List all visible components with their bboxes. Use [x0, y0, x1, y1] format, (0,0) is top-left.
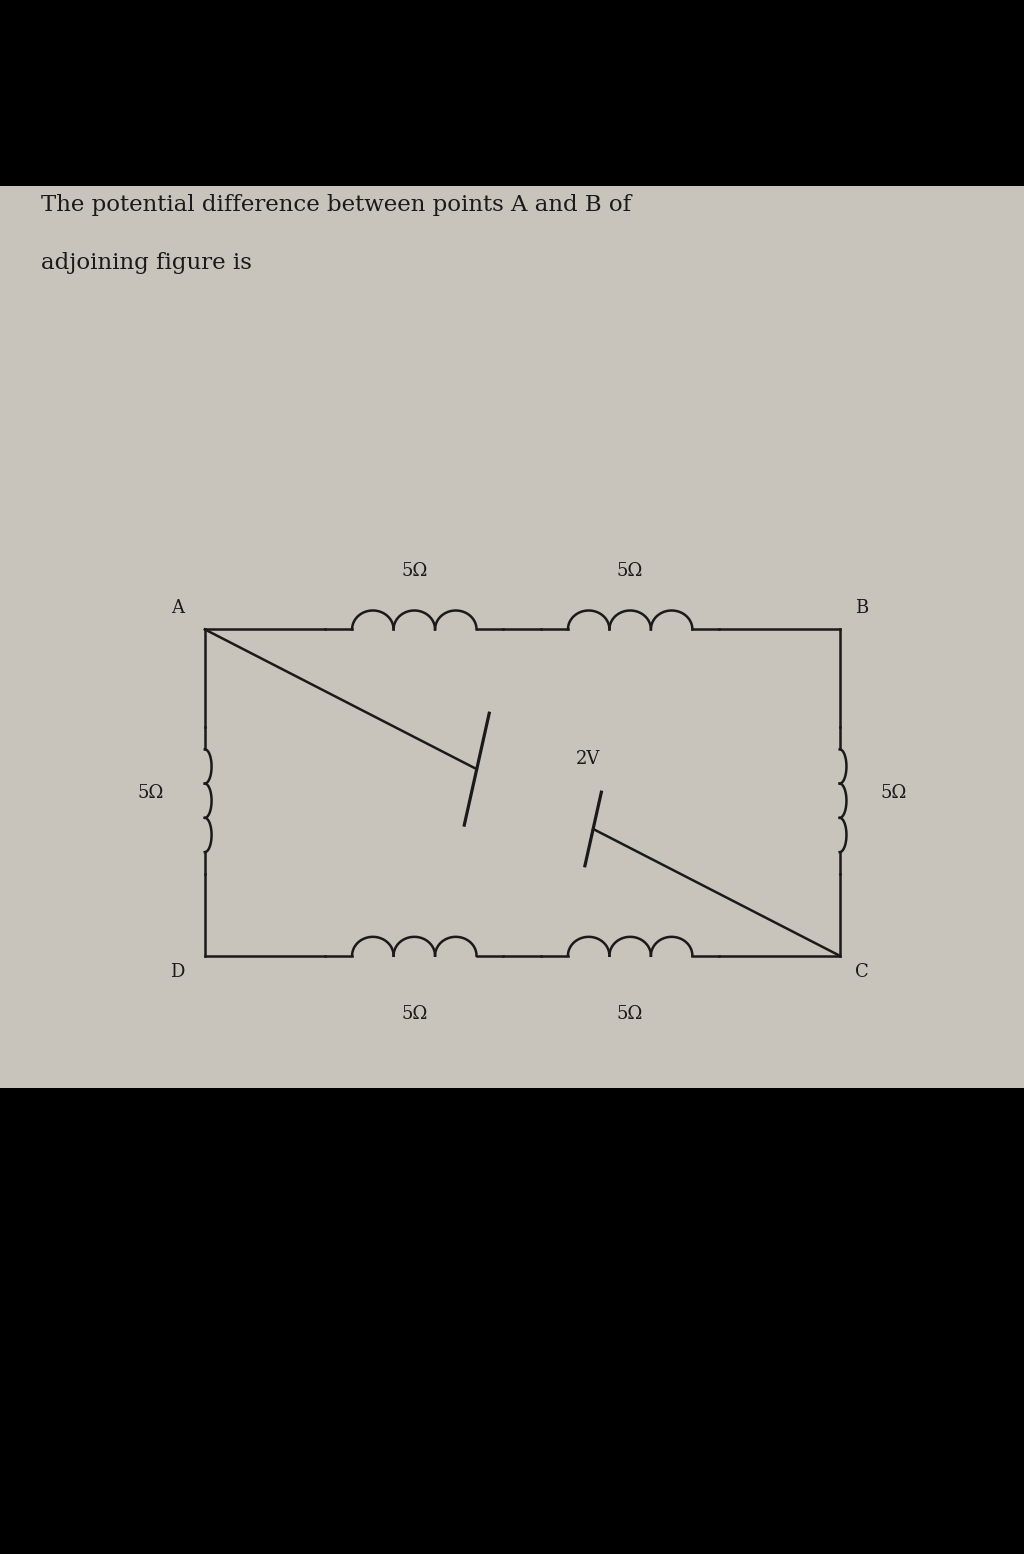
Text: C: C — [855, 963, 868, 982]
Text: B: B — [855, 598, 868, 617]
Text: 5Ω: 5Ω — [401, 561, 427, 580]
Text: A: A — [171, 598, 184, 617]
Text: 5Ω: 5Ω — [881, 783, 907, 802]
Text: 2V: 2V — [575, 751, 600, 768]
Text: 5Ω: 5Ω — [617, 1005, 643, 1024]
Text: 5Ω: 5Ω — [401, 1005, 427, 1024]
Text: adjoining figure is: adjoining figure is — [41, 252, 252, 274]
Text: 5Ω: 5Ω — [137, 783, 164, 802]
FancyBboxPatch shape — [0, 186, 1024, 1088]
Text: The potential difference between points A and B of: The potential difference between points … — [41, 194, 631, 216]
Text: 5Ω: 5Ω — [617, 561, 643, 580]
Text: D: D — [170, 963, 184, 982]
